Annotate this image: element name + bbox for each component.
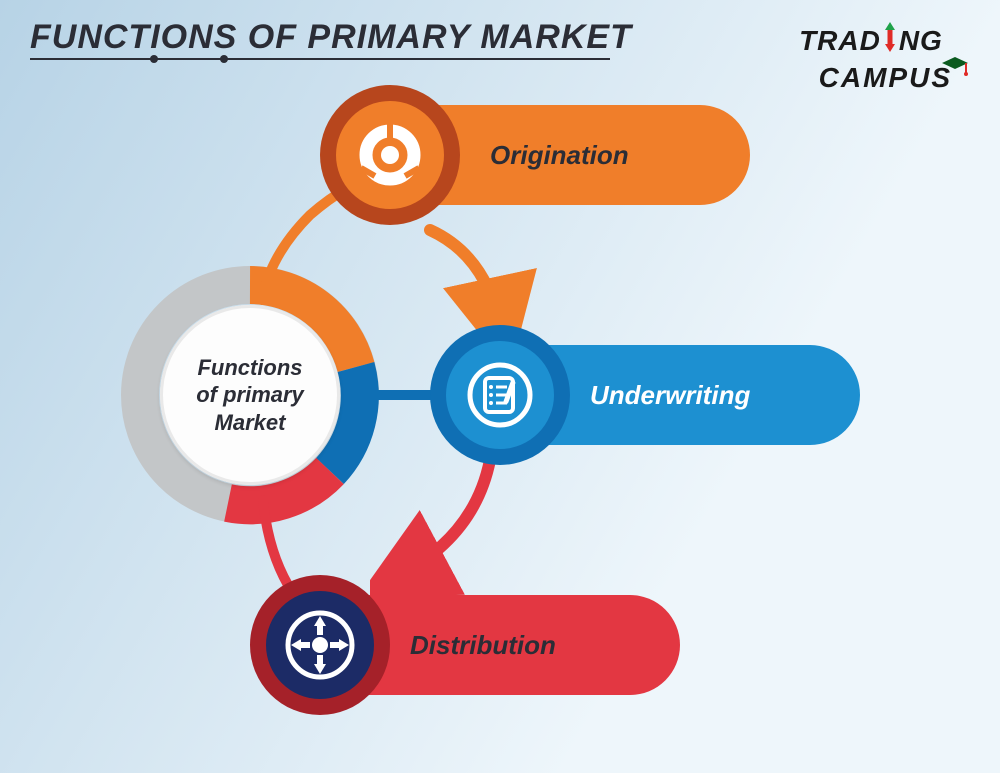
logo-text: CAMP bbox=[819, 62, 909, 93]
center-label-circle: Functions of primary Market bbox=[160, 305, 340, 485]
ring-segments-icon bbox=[355, 120, 425, 190]
center-line1: Functions bbox=[197, 355, 302, 380]
logo-trading-campus: TRADNG CAMPUS bbox=[799, 20, 970, 93]
page-title: FUNCTIONS OF PRIMARY MARKET bbox=[30, 18, 632, 57]
clipboard-pen-icon bbox=[465, 360, 535, 430]
title-rule bbox=[30, 58, 610, 60]
logo-i-arrow bbox=[881, 25, 899, 56]
icon-origination-outer bbox=[320, 85, 460, 225]
arrow-under-to-dist bbox=[370, 445, 530, 605]
icon-distribution-inner bbox=[266, 591, 374, 699]
logo-text: NG bbox=[899, 25, 943, 56]
icon-underwriting-outer bbox=[430, 325, 570, 465]
center-line2: of primary bbox=[196, 382, 304, 407]
icon-origination-inner bbox=[336, 101, 444, 209]
icon-distribution-outer bbox=[250, 575, 390, 715]
graduation-cap-icon bbox=[952, 62, 970, 93]
label-underwriting: Underwriting bbox=[590, 380, 750, 411]
four-arrows-icon bbox=[284, 609, 356, 681]
title-dot-mid bbox=[220, 55, 228, 63]
label-origination: Origination bbox=[490, 140, 629, 171]
infographic-canvas: FUNCTIONS OF PRIMARY MARKET TRADNG CAMPU… bbox=[0, 0, 1000, 773]
logo-u-clock: U bbox=[909, 62, 931, 93]
label-distribution: Distribution bbox=[410, 630, 556, 661]
center-label: Functions of primary Market bbox=[196, 354, 304, 437]
logo-text: TRAD bbox=[799, 25, 881, 56]
icon-underwriting-inner bbox=[446, 341, 554, 449]
title-dot-left bbox=[150, 55, 158, 63]
center-line3: Market bbox=[215, 410, 286, 435]
